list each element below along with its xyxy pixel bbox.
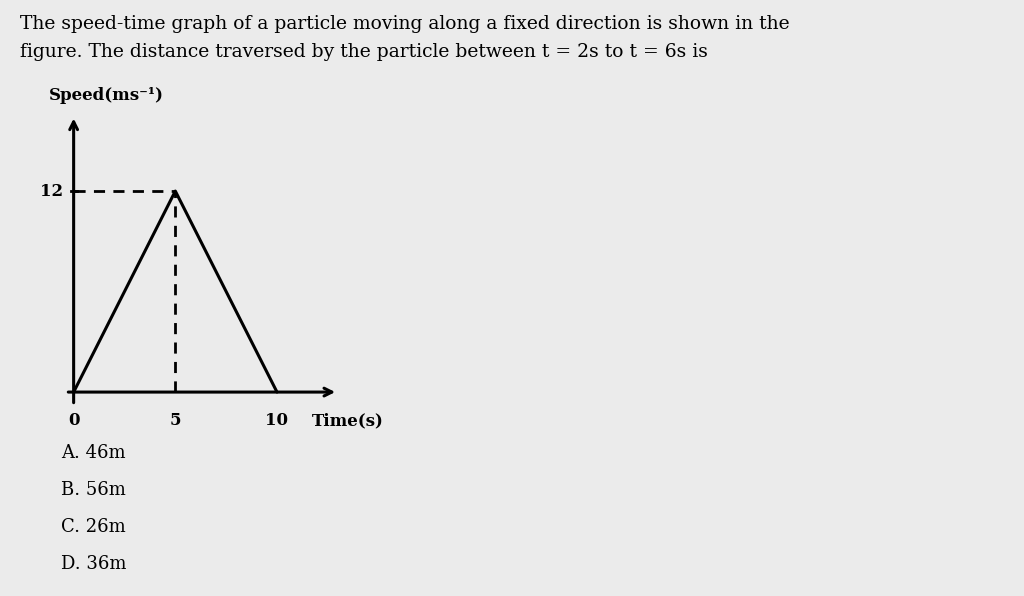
Text: 0: 0 (68, 412, 80, 429)
Text: Time(s): Time(s) (312, 412, 384, 429)
Text: Speed(ms⁻¹): Speed(ms⁻¹) (49, 87, 164, 104)
Text: 5: 5 (170, 412, 181, 429)
Text: B. 56m: B. 56m (61, 481, 126, 499)
Text: A. 46m: A. 46m (61, 444, 126, 462)
Text: 10: 10 (265, 412, 289, 429)
Text: The speed-time graph of a particle moving along a fixed direction is shown in th: The speed-time graph of a particle movin… (20, 15, 791, 33)
Text: figure. The distance traversed by the particle between t = 2s to t = 6s is: figure. The distance traversed by the pa… (20, 43, 709, 61)
Text: 12: 12 (40, 182, 63, 200)
Text: C. 26m: C. 26m (61, 518, 126, 536)
Text: D. 36m: D. 36m (61, 555, 127, 573)
